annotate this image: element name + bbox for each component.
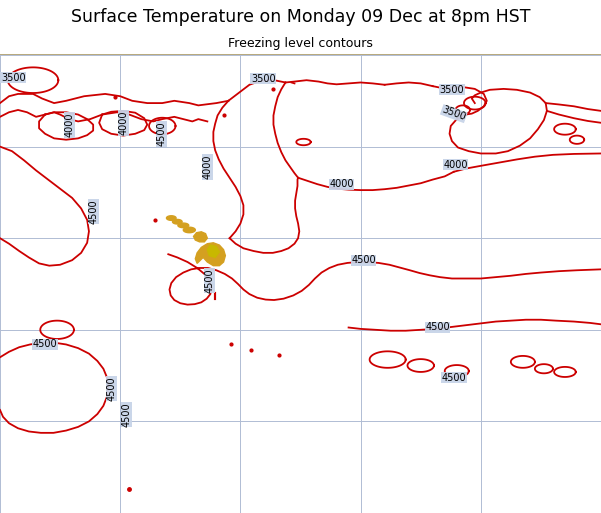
- Polygon shape: [183, 227, 195, 233]
- Text: 4500: 4500: [33, 340, 57, 349]
- Text: 4500: 4500: [88, 200, 98, 224]
- Text: 4000: 4000: [64, 113, 74, 137]
- Text: 4500: 4500: [426, 322, 450, 332]
- Polygon shape: [178, 223, 189, 228]
- Text: 4000: 4000: [118, 110, 128, 135]
- Text: 4000: 4000: [329, 179, 353, 189]
- Text: 3500: 3500: [440, 85, 464, 95]
- Text: Surface Temperature on Monday 09 Dec at 8pm HST: Surface Temperature on Monday 09 Dec at …: [71, 8, 530, 26]
- Text: 4500: 4500: [204, 268, 214, 292]
- Text: 3500: 3500: [441, 105, 467, 123]
- Text: 4500: 4500: [352, 255, 376, 265]
- Text: 4500: 4500: [121, 402, 131, 427]
- Text: Freezing level contours: Freezing level contours: [228, 37, 373, 50]
- Text: 4500: 4500: [156, 122, 166, 146]
- Polygon shape: [207, 245, 219, 258]
- Text: 4500: 4500: [107, 376, 117, 401]
- Polygon shape: [195, 243, 225, 266]
- Polygon shape: [194, 232, 207, 242]
- Text: 3500: 3500: [1, 73, 25, 83]
- Text: 4000: 4000: [444, 160, 468, 170]
- Text: 4000: 4000: [203, 155, 213, 180]
- Polygon shape: [172, 220, 182, 224]
- Text: 3500: 3500: [251, 74, 275, 84]
- Text: 4500: 4500: [442, 373, 466, 383]
- Polygon shape: [166, 216, 176, 221]
